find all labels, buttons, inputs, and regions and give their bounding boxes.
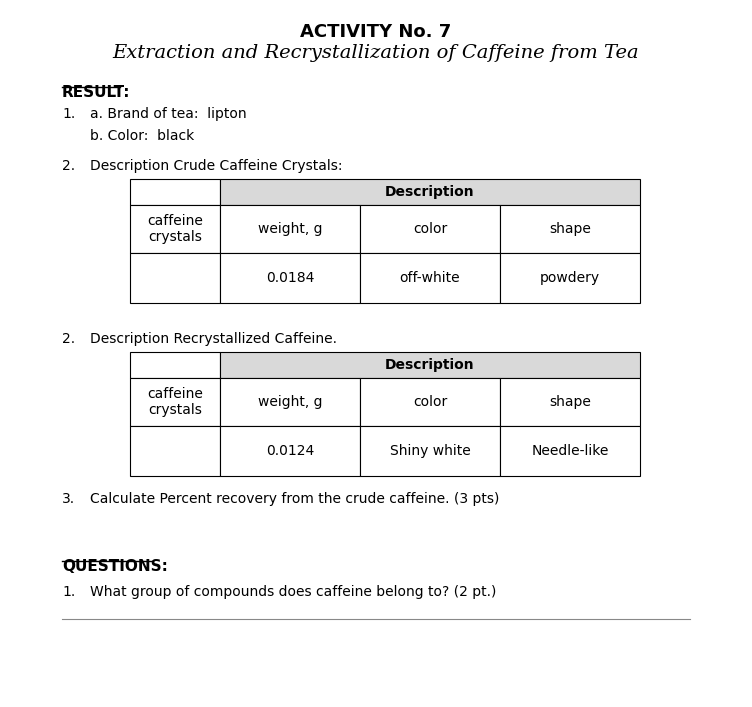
Text: Description: Description [385, 185, 475, 199]
Text: 0.0124: 0.0124 [266, 444, 314, 458]
Text: color: color [413, 395, 447, 409]
Bar [220, 253, 360, 303]
Text: 1.: 1. [62, 585, 75, 599]
Bar [130, 179, 220, 205]
Text: powdery: powdery [540, 271, 600, 285]
Text: weight, g: weight, g [258, 395, 323, 409]
Text: Calculate Percent recovery from the crude caffeine. (3 pts): Calculate Percent recovery from the crud… [90, 492, 499, 506]
Text: 1.: 1. [62, 107, 75, 121]
Bar [220, 205, 360, 253]
Bar [130, 352, 220, 378]
Text: 0.0184: 0.0184 [265, 271, 314, 285]
Bar [220, 352, 640, 378]
Bar [130, 253, 220, 303]
Text: QUESTIONS:: QUESTIONS: [62, 559, 168, 574]
Bar [500, 378, 640, 426]
Text: off-white: off-white [399, 271, 460, 285]
Text: 2.: 2. [62, 159, 75, 173]
Bar [500, 253, 640, 303]
Bar [220, 378, 360, 426]
Text: 2.: 2. [62, 332, 75, 346]
Bar [360, 253, 500, 303]
Bar [220, 426, 360, 476]
Text: shape: shape [549, 222, 591, 236]
Text: Description: Description [385, 358, 475, 372]
Bar [360, 205, 500, 253]
Text: weight, g: weight, g [258, 222, 323, 236]
Text: Shiny white: Shiny white [390, 444, 470, 458]
Text: a. Brand of tea:  lipton: a. Brand of tea: lipton [90, 107, 247, 121]
Text: Extraction and Recrystallization of Caffeine from Tea: Extraction and Recrystallization of Caff… [113, 44, 639, 62]
Bar [500, 205, 640, 253]
Text: ACTIVITY No. 7: ACTIVITY No. 7 [300, 23, 452, 41]
Text: shape: shape [549, 395, 591, 409]
Text: caffeine
crystals: caffeine crystals [147, 214, 203, 244]
Bar [130, 426, 220, 476]
Bar [130, 378, 220, 426]
Text: RESULT:: RESULT: [62, 85, 131, 100]
Text: caffeine
crystals: caffeine crystals [147, 387, 203, 417]
Text: Needle-like: Needle-like [532, 444, 608, 458]
Text: Description Recrystallized Caffeine.: Description Recrystallized Caffeine. [90, 332, 337, 346]
Bar [220, 179, 640, 205]
Text: 3.: 3. [62, 492, 75, 506]
Bar [360, 426, 500, 476]
Text: What group of compounds does caffeine belong to? (2 pt.): What group of compounds does caffeine be… [90, 585, 496, 599]
Text: color: color [413, 222, 447, 236]
Text: b. Color:  black: b. Color: black [90, 129, 194, 143]
Text: Description Crude Caffeine Crystals:: Description Crude Caffeine Crystals: [90, 159, 342, 173]
Bar [360, 378, 500, 426]
Bar [500, 426, 640, 476]
Bar [130, 205, 220, 253]
